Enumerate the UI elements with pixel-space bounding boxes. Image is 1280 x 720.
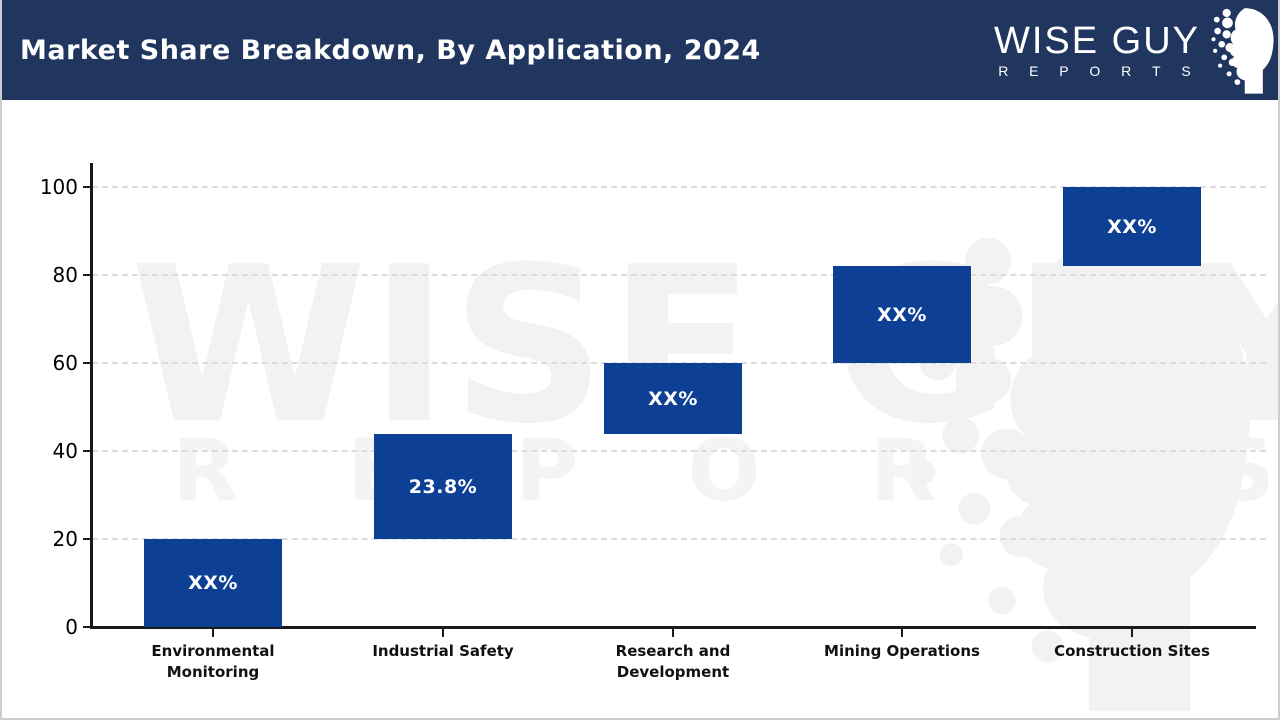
- x-category-label: Construction Sites: [1054, 642, 1210, 660]
- y-tick-label: 40: [52, 439, 78, 463]
- x-category-label: Research and Development: [615, 642, 731, 681]
- page-title: Market Share Breakdown, By Application, …: [20, 34, 761, 66]
- bar-5: XX%: [1063, 187, 1201, 267]
- x-tick-mark: [442, 629, 444, 637]
- y-tick-label: 60: [52, 351, 78, 375]
- y-tick-mark: [83, 450, 92, 452]
- gridline: [92, 450, 1266, 452]
- x-category-label: Industrial Safety: [372, 642, 514, 660]
- y-tick-mark: [83, 538, 92, 540]
- x-axis-line: [90, 626, 1256, 629]
- y-tick-label: 20: [52, 527, 78, 551]
- gridline: [92, 538, 1266, 540]
- x-tick-mark: [212, 629, 214, 637]
- y-axis-line: [90, 163, 93, 629]
- y-tick-mark: [83, 186, 92, 188]
- bar-4: XX%: [833, 266, 971, 363]
- x-category-label: Environmental Monitoring: [151, 642, 275, 681]
- y-tick-mark: [83, 362, 92, 364]
- logo-text: WISE GUY R E P O R T S: [994, 22, 1200, 79]
- bar-2: 23.8%: [374, 434, 512, 539]
- watermark-face-icon: [903, 233, 1251, 711]
- bar-value-label: XX%: [648, 387, 698, 410]
- x-tick-mark: [672, 629, 674, 637]
- bar-value-label: XX%: [188, 572, 238, 594]
- gridline: [92, 186, 1266, 188]
- y-tick-mark: [83, 274, 92, 276]
- bar-1: XX%: [144, 539, 282, 627]
- gridline: [92, 274, 1266, 276]
- y-tick-mark: [83, 626, 92, 628]
- x-tick-mark: [901, 629, 903, 637]
- x-category-label: Mining Operations: [824, 642, 980, 660]
- bar-3: XX%: [604, 363, 742, 435]
- logo-subtitle: R E P O R T S: [998, 62, 1200, 79]
- bar-value-label: 23.8%: [408, 475, 478, 498]
- bar-value-label: XX%: [877, 303, 927, 326]
- wiseguy-logo: WISE GUY R E P O R T S: [994, 2, 1276, 98]
- y-tick-label: 0: [65, 615, 78, 639]
- logo-wordmark: WISE GUY: [993, 19, 1200, 62]
- y-tick-label: 100: [39, 175, 78, 199]
- y-tick-label: 80: [52, 263, 78, 287]
- wiseguy-face-icon: [1211, 8, 1274, 94]
- bar-value-label: XX%: [1107, 215, 1157, 238]
- x-tick-mark: [1131, 629, 1133, 637]
- header: Market Share Breakdown, By Application, …: [2, 0, 1278, 100]
